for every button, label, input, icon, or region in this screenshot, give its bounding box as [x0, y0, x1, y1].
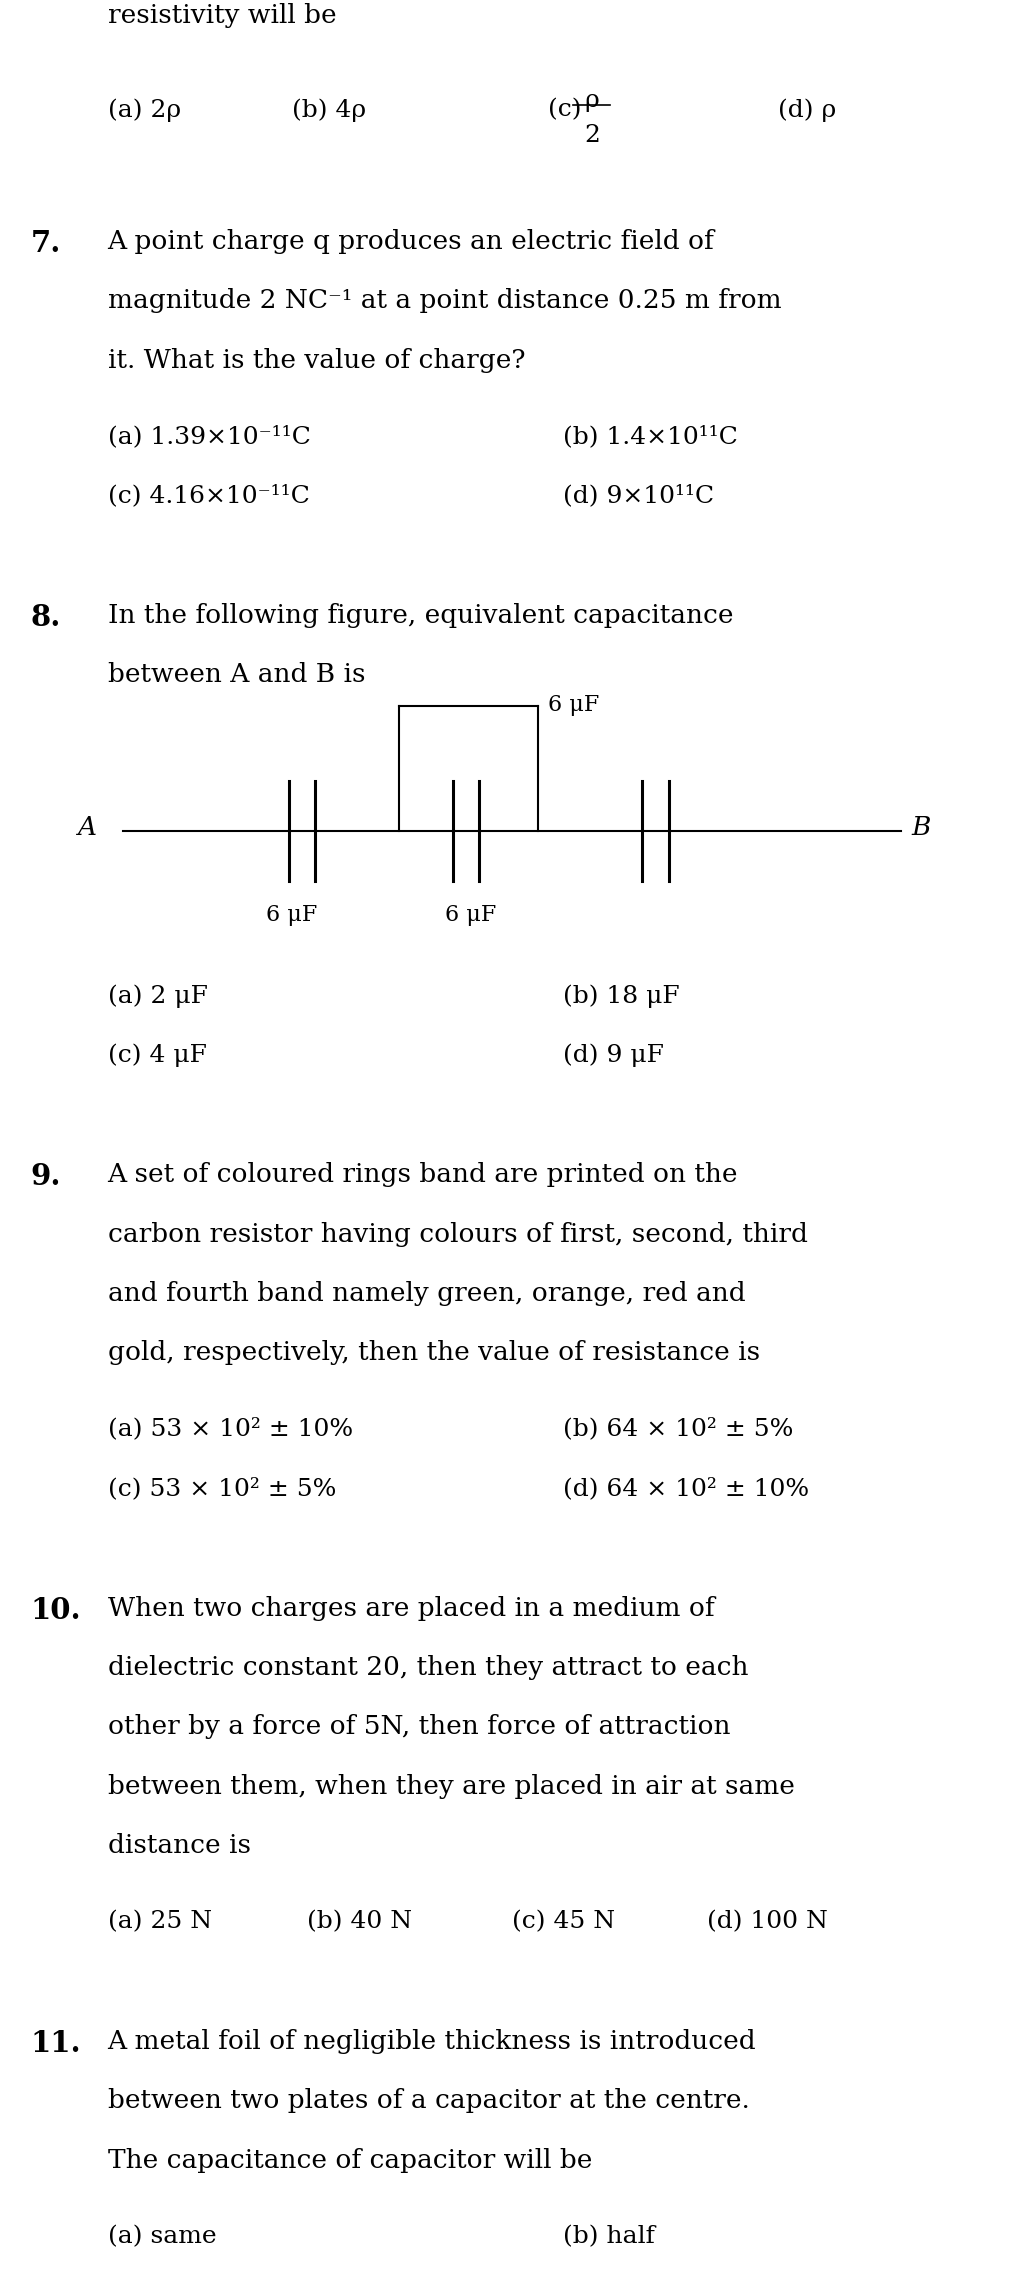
Text: (b) 1.4×10¹¹C: (b) 1.4×10¹¹C — [563, 425, 738, 447]
Text: (a) same: (a) same — [108, 2226, 216, 2249]
Text: (c) 4 μF: (c) 4 μF — [108, 1043, 207, 1066]
Text: When two charges are placed in a medium of: When two charges are placed in a medium … — [108, 1596, 714, 1621]
Text: (c) 45 N: (c) 45 N — [512, 1911, 615, 1934]
Text: resistivity will be: resistivity will be — [108, 5, 336, 27]
Text: between A and B is: between A and B is — [108, 662, 365, 687]
Text: 11.: 11. — [31, 2030, 81, 2057]
Text: (b) half: (b) half — [563, 2226, 655, 2249]
Text: A set of coloured rings band are printed on the: A set of coloured rings band are printed… — [108, 1162, 738, 1187]
Text: gold, respectively, then the value of resistance is: gold, respectively, then the value of re… — [108, 1340, 760, 1365]
Text: (a) 53 × 10² ± 10%: (a) 53 × 10² ± 10% — [108, 1418, 352, 1441]
Text: between two plates of a capacitor at the centre.: between two plates of a capacitor at the… — [108, 2089, 750, 2114]
Text: (b) 4ρ: (b) 4ρ — [292, 98, 366, 121]
Text: (d) 100 N: (d) 100 N — [707, 1911, 827, 1934]
Text: (d) ρ: (d) ρ — [778, 98, 837, 121]
Text: B: B — [911, 815, 931, 840]
Text: 7.: 7. — [31, 228, 61, 258]
Text: The capacitance of capacitor will be: The capacitance of capacitor will be — [108, 2148, 592, 2173]
Text: 6 μF: 6 μF — [548, 694, 599, 717]
Text: In the following figure, equivalent capacitance: In the following figure, equivalent capa… — [108, 603, 733, 628]
Text: (d) 9 μF: (d) 9 μF — [563, 1043, 665, 1066]
Text: A point charge q produces an electric field of: A point charge q produces an electric fi… — [108, 228, 715, 253]
Text: A: A — [77, 815, 96, 840]
Text: (a) 2 μF: (a) 2 μF — [108, 984, 208, 1007]
Text: (d) 9×10¹¹C: (d) 9×10¹¹C — [563, 484, 715, 507]
Text: 6 μF: 6 μF — [266, 904, 317, 927]
Text: dielectric constant 20, then they attract to each: dielectric constant 20, then they attrac… — [108, 1655, 748, 1680]
Text: (a) 2ρ: (a) 2ρ — [108, 98, 180, 121]
Text: magnitude 2 NC⁻¹ at a point distance 0.25 m from: magnitude 2 NC⁻¹ at a point distance 0.2… — [108, 288, 781, 313]
Text: (b) 64 × 10² ± 5%: (b) 64 × 10² ± 5% — [563, 1418, 794, 1441]
Text: (b) 18 μF: (b) 18 μF — [563, 984, 680, 1007]
Text: it. What is the value of charge?: it. What is the value of charge? — [108, 347, 525, 372]
Text: 9.: 9. — [31, 1162, 61, 1192]
Text: (c): (c) — [548, 98, 582, 121]
Text: (d) 64 × 10² ± 10%: (d) 64 × 10² ± 10% — [563, 1477, 809, 1500]
Text: (b) 40 N: (b) 40 N — [307, 1911, 413, 1934]
Text: 10.: 10. — [31, 1596, 81, 1625]
Text: other by a force of 5N, then force of attraction: other by a force of 5N, then force of at… — [108, 1715, 730, 1740]
Text: 6 μF: 6 μF — [445, 904, 497, 927]
Text: 2: 2 — [584, 123, 600, 146]
Text: (a) 25 N: (a) 25 N — [108, 1911, 212, 1934]
Text: between them, when they are placed in air at same: between them, when they are placed in ai… — [108, 1774, 795, 1799]
Text: A metal foil of negligible thickness is introduced: A metal foil of negligible thickness is … — [108, 2030, 756, 2055]
Text: 8.: 8. — [31, 603, 61, 632]
Text: and fourth band namely green, orange, red and: and fourth band namely green, orange, re… — [108, 1281, 745, 1306]
Text: (c) 53 × 10² ± 5%: (c) 53 × 10² ± 5% — [108, 1477, 336, 1500]
Text: (c) 4.16×10⁻¹¹C: (c) 4.16×10⁻¹¹C — [108, 484, 309, 507]
Text: distance is: distance is — [108, 1833, 251, 1858]
Text: (a) 1.39×10⁻¹¹C: (a) 1.39×10⁻¹¹C — [108, 425, 310, 447]
Text: carbon resistor having colours of first, second, third: carbon resistor having colours of first,… — [108, 1221, 807, 1247]
Text: ρ: ρ — [585, 89, 599, 112]
